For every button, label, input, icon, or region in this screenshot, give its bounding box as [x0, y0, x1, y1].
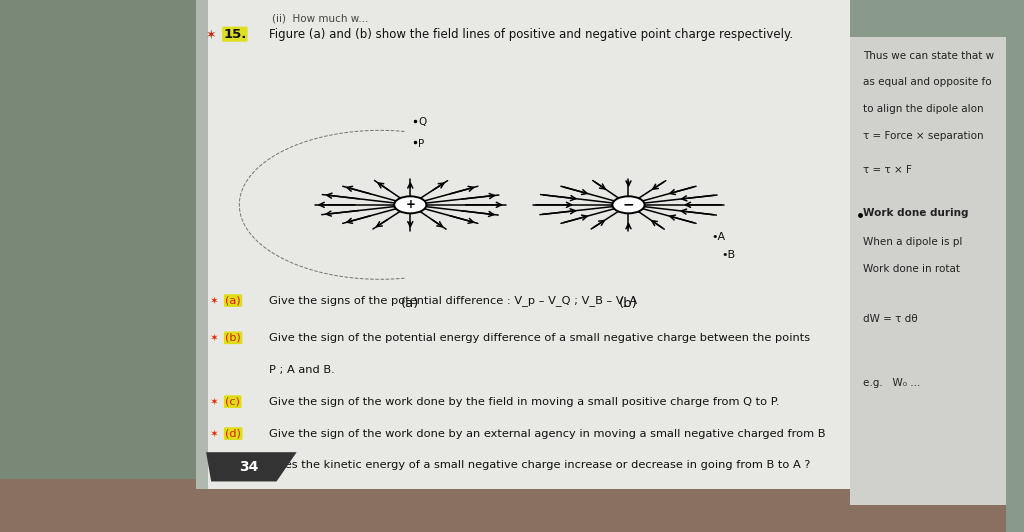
- Text: (a): (a): [401, 297, 420, 310]
- Text: (c): (c): [225, 397, 240, 406]
- Text: Give the signs of the potential difference : V_p – V_Q ; V_B – V_A: Give the signs of the potential differen…: [269, 295, 638, 306]
- Text: −: −: [623, 198, 634, 212]
- Text: Does the kinetic energy of a small negative charge increase or decrease in going: Does the kinetic energy of a small negat…: [269, 461, 811, 470]
- Text: Figure (a) and (b) show the field lines of positive and negative point charge re: Figure (a) and (b) show the field lines …: [269, 28, 794, 40]
- Text: 15.: 15.: [223, 28, 247, 40]
- Circle shape: [394, 196, 426, 213]
- FancyBboxPatch shape: [196, 0, 208, 489]
- Text: τ = τ × F: τ = τ × F: [863, 165, 911, 175]
- Text: ✶: ✶: [209, 461, 218, 470]
- Text: (b): (b): [225, 333, 241, 343]
- Text: dW = τ dθ: dW = τ dθ: [863, 314, 918, 324]
- Text: +: +: [406, 198, 415, 211]
- Text: τ = Force × separation: τ = Force × separation: [863, 131, 983, 140]
- Text: (e): (e): [225, 461, 241, 470]
- Text: 34: 34: [240, 460, 259, 474]
- Text: P: P: [419, 139, 425, 148]
- Text: Q: Q: [419, 118, 427, 127]
- Text: e.g.   W₀ ...: e.g. W₀ ...: [863, 378, 921, 388]
- Text: Give the sign of the potential energy difference of a small negative charge betw: Give the sign of the potential energy di…: [269, 333, 811, 343]
- Text: •B: •B: [721, 251, 735, 260]
- Text: to align the dipole alon: to align the dipole alon: [863, 104, 983, 114]
- Text: as equal and opposite fo: as equal and opposite fo: [863, 78, 991, 87]
- Text: Give the sign of the work done by an external agency in moving a small negative : Give the sign of the work done by an ext…: [269, 429, 826, 438]
- Text: When a dipole is pl: When a dipole is pl: [863, 237, 963, 247]
- Text: ✶: ✶: [209, 333, 218, 343]
- Text: (d): (d): [225, 429, 241, 438]
- Text: ✶: ✶: [209, 296, 218, 305]
- Circle shape: [612, 196, 644, 213]
- Text: Give the sign of the work done by the field in moving a small positive charge fr: Give the sign of the work done by the fi…: [269, 397, 780, 406]
- Text: (ii)  How much w...: (ii) How much w...: [271, 13, 368, 23]
- Text: P ; A and B.: P ; A and B.: [269, 365, 335, 375]
- FancyBboxPatch shape: [850, 37, 1006, 505]
- Text: Thus we can state that w: Thus we can state that w: [863, 51, 994, 61]
- Text: ✶: ✶: [209, 397, 218, 406]
- Text: ✶: ✶: [206, 29, 217, 42]
- Text: (b): (b): [620, 297, 638, 310]
- FancyBboxPatch shape: [0, 0, 196, 532]
- FancyBboxPatch shape: [0, 479, 1006, 532]
- Text: Work done during: Work done during: [863, 208, 969, 218]
- Text: (a): (a): [225, 296, 241, 305]
- FancyBboxPatch shape: [196, 0, 850, 489]
- Polygon shape: [206, 452, 297, 481]
- Text: Work done in rotat: Work done in rotat: [863, 264, 959, 273]
- Text: •A: •A: [711, 232, 725, 242]
- Text: ✶: ✶: [209, 429, 218, 438]
